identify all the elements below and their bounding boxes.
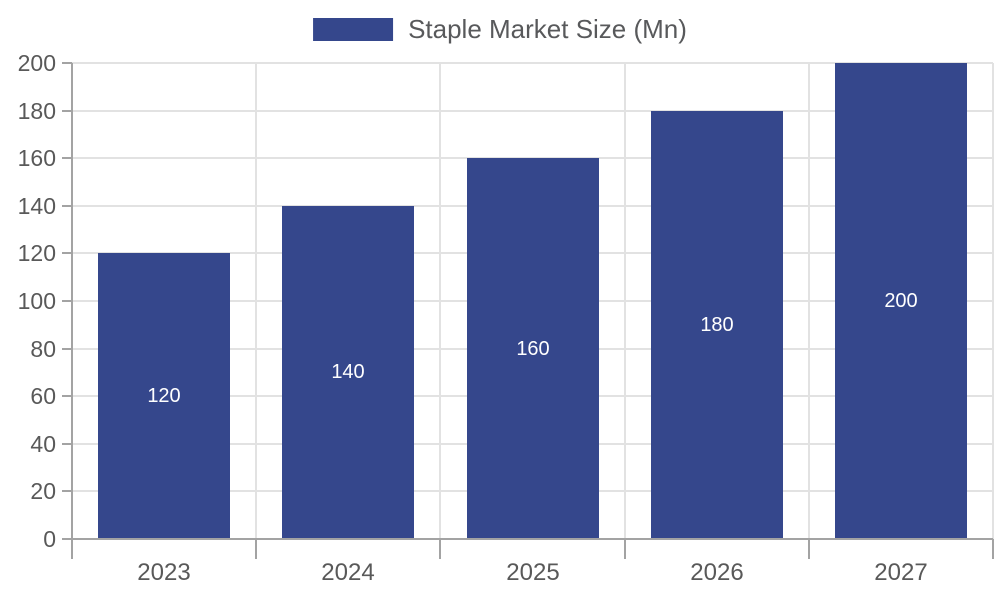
y-tick-mark [62,395,72,397]
y-tick-mark [62,252,72,254]
legend-swatch [313,17,394,41]
y-tick-label: 20 [30,478,56,504]
y-tick-label: 180 [17,98,56,124]
x-tick-label: 2025 [506,559,560,586]
y-tick-label: 100 [17,288,56,314]
x-tick-mark [255,539,257,559]
x-tick-label: 2027 [874,559,928,586]
y-tick-label: 120 [17,240,56,266]
gridline-horizontal [72,110,993,112]
gridline-vertical [808,63,810,539]
gridline-vertical [624,63,626,539]
gridline-vertical [255,63,257,539]
gridline-vertical [992,63,994,539]
gridline-vertical [439,63,441,539]
bar-2024 [282,206,414,539]
y-tick-mark [62,490,72,492]
bar-2023 [98,253,230,539]
x-tick-mark [439,539,441,559]
y-tick-label: 80 [30,336,56,362]
bar-value-label: 120 [147,385,181,407]
y-tick-label: 0 [43,526,56,552]
chart-legend: Staple Market Size (Mn) [313,14,687,44]
bar-value-label: 140 [331,361,365,383]
x-tick-label: 2024 [321,559,375,586]
bar-2027 [835,63,967,539]
gridline-horizontal [72,62,993,64]
y-tick-label: 200 [17,50,56,76]
x-tick-mark [624,539,626,559]
y-tick-mark [62,348,72,350]
y-tick-mark [62,205,72,207]
x-tick-mark [992,539,994,559]
y-tick-label: 160 [17,145,56,171]
y-tick-mark [62,300,72,302]
bar-value-label: 180 [700,314,734,336]
bar-2026 [651,111,783,539]
y-tick-label: 60 [30,383,56,409]
y-tick-mark [62,538,72,540]
y-tick-label: 140 [17,193,56,219]
x-tick-label: 2026 [690,559,744,586]
x-axis-line [62,538,993,540]
bar-2025 [467,158,599,539]
y-tick-label: 40 [30,431,56,457]
y-tick-mark [62,157,72,159]
y-tick-mark [62,62,72,64]
y-axis-line [71,63,73,559]
legend-label: Staple Market Size (Mn) [408,13,687,44]
bar-value-label: 160 [516,338,550,360]
y-tick-mark [62,443,72,445]
y-tick-mark [62,110,72,112]
x-tick-mark [808,539,810,559]
bar-value-label: 200 [884,290,918,312]
x-tick-label: 2023 [137,559,191,586]
